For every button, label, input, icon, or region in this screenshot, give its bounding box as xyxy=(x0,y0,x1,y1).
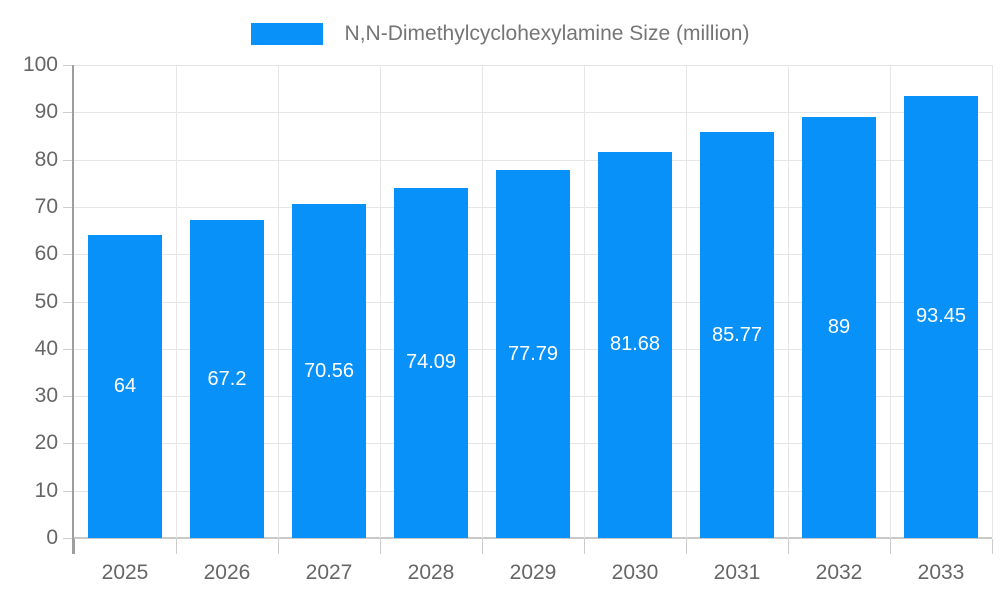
y-tick-50 xyxy=(63,301,72,303)
bar-cell-2025: 64 xyxy=(74,65,176,538)
gridline-x-boundary xyxy=(278,65,279,538)
x-tick xyxy=(788,539,789,554)
bar-2025[interactable]: 64 xyxy=(88,235,162,538)
gridline-y-90 xyxy=(74,112,992,114)
bar-cell-2029: 77.79 xyxy=(482,65,584,538)
legend-label: N,N-Dimethylcyclohexylamine Size (millio… xyxy=(344,22,750,45)
y-tick-10 xyxy=(63,490,72,492)
plot-area: 0 10 20 30 40 50 60 70 80 90 100 64 2025 67.2 2026 70.5… xyxy=(23,53,993,584)
y-axis-label: 60 xyxy=(34,242,58,266)
x-axis-label-2031: 2031 xyxy=(713,561,761,584)
bar-value-label: 81.68 xyxy=(609,333,661,356)
x-axis-label-2025: 2025 xyxy=(101,561,149,584)
y-tick-30 xyxy=(63,396,72,398)
gridline-x-boundary xyxy=(584,65,585,538)
bar-2030[interactable]: 81.68 xyxy=(598,151,672,538)
bar-cell-2032: 89 xyxy=(788,65,890,538)
y-tick-60 xyxy=(63,254,72,256)
chart-legend: N,N-Dimethylcyclohexylamine Size (millio… xyxy=(0,22,1000,46)
y-tick-90 xyxy=(63,112,72,114)
x-tick xyxy=(685,539,687,554)
legend-swatch-icon xyxy=(250,23,323,45)
bar-cell-2028: 74.09 xyxy=(380,65,482,538)
gridline-x-boundary xyxy=(482,65,483,538)
gridline-x-boundary xyxy=(685,65,687,538)
x-axis-label-2026: 2026 xyxy=(203,561,251,584)
x-axis-label-2027: 2027 xyxy=(305,561,353,584)
x-axis-label-2028: 2028 xyxy=(407,561,455,584)
gridline-x-boundary xyxy=(176,65,177,538)
bar-cell-2031: 85.77 xyxy=(686,65,788,538)
y-axis-label: 70 xyxy=(34,194,58,218)
y-axis-label: 10 xyxy=(34,478,58,502)
y-axis-label: 80 xyxy=(34,147,58,171)
bar-cell-2030: 81.68 xyxy=(584,65,686,538)
bar-cell-2027: 70.56 xyxy=(278,65,380,538)
bar-value-label: 93.45 xyxy=(915,305,967,328)
y-axis-label: 90 xyxy=(34,100,58,124)
y-axis-label: 100 xyxy=(22,53,58,76)
bar-cell-2033: 93.45 xyxy=(890,65,992,538)
bar-cell-2026: 67.2 xyxy=(176,65,278,538)
x-axis-label-2029: 2029 xyxy=(509,561,557,584)
x-tick xyxy=(482,539,483,554)
y-tick-80 xyxy=(63,159,72,161)
bar-2032[interactable]: 89 xyxy=(802,117,876,538)
x-tick xyxy=(176,539,177,554)
bar-2026[interactable]: 67.2 xyxy=(190,220,264,538)
gridline-x-boundary xyxy=(379,65,381,538)
x-axis-label-2033: 2033 xyxy=(917,561,965,584)
bar-value-label: 77.79 xyxy=(507,342,559,365)
y-axis-label: 50 xyxy=(34,289,58,313)
y-tick-20 xyxy=(63,443,72,445)
x-tick xyxy=(379,539,381,554)
legend-item[interactable]: N,N-Dimethylcyclohexylamine Size (millio… xyxy=(250,22,750,46)
y-axis-label: 0 xyxy=(46,526,58,549)
bar-value-label: 67.2 xyxy=(207,367,247,390)
gridline-x-boundary xyxy=(890,65,891,538)
y-axis-line xyxy=(72,65,74,554)
gridline-y-100 xyxy=(74,65,992,66)
y-axis-label: 20 xyxy=(34,431,58,455)
gridline-x-boundary xyxy=(992,65,993,538)
y-axis-label: 40 xyxy=(34,336,58,360)
bar-2028[interactable]: 74.09 xyxy=(394,187,468,538)
y-tick-40 xyxy=(63,348,72,350)
bar-2027[interactable]: 70.56 xyxy=(292,204,366,538)
x-tick xyxy=(890,539,891,554)
bar-value-label: 89 xyxy=(827,316,851,339)
x-tick xyxy=(74,539,75,554)
x-axis-label-2030: 2030 xyxy=(611,561,659,584)
y-tick-100 xyxy=(63,65,72,66)
bar-value-label: 64 xyxy=(113,375,137,398)
x-axis-line xyxy=(74,537,992,539)
bar-2033[interactable]: 93.45 xyxy=(904,95,978,538)
bar-2029[interactable]: 77.79 xyxy=(496,170,570,538)
bar-value-label: 85.77 xyxy=(711,323,763,346)
x-tick xyxy=(584,539,585,554)
x-tick xyxy=(278,539,279,554)
x-tick xyxy=(992,539,993,554)
gridline-x-boundary xyxy=(788,65,789,538)
bar-value-label: 70.56 xyxy=(303,359,355,382)
x-axis-label-2032: 2032 xyxy=(815,561,863,584)
bar-2031[interactable]: 85.77 xyxy=(700,132,774,538)
y-tick-0 xyxy=(63,538,72,539)
y-axis-label: 30 xyxy=(34,384,58,408)
gridline-y-80 xyxy=(74,159,992,161)
bar-value-label: 74.09 xyxy=(405,351,457,374)
y-tick-70 xyxy=(63,206,72,208)
